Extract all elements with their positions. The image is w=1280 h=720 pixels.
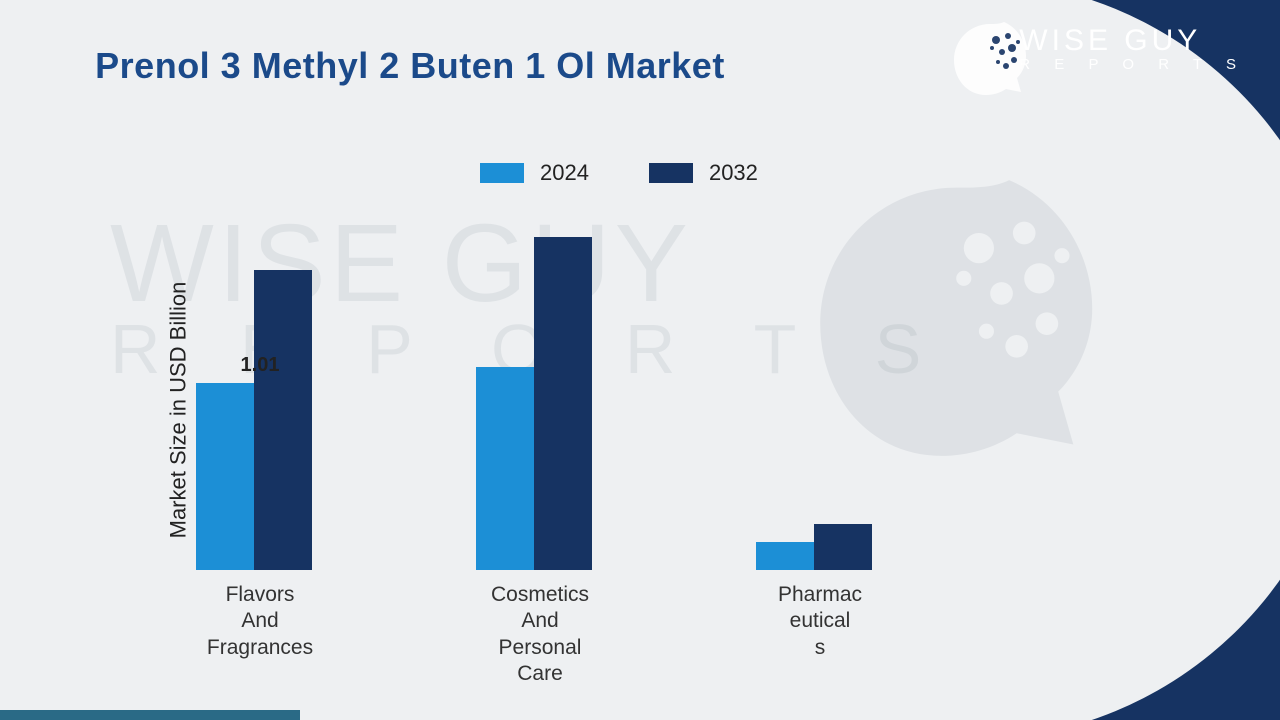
bar-chart: Market Size in USD Billion 2024 2032 1.0… (60, 150, 960, 670)
bar-value-label: 1.01 (170, 354, 350, 377)
brand-logo: WISE GUY R E P O R T S (1019, 24, 1246, 73)
chart-title: Prenol 3 Methyl 2 Buten 1 Ol Market (0, 45, 820, 87)
legend-label-2032: 2032 (709, 160, 758, 186)
x-axis-label: Pharmaceuticals (730, 582, 910, 661)
brand-head-icon (952, 18, 1030, 108)
bottom-accent-bar (0, 710, 300, 720)
legend-item-2024: 2024 (480, 160, 589, 186)
bar-2032 (814, 524, 872, 570)
legend-item-2032: 2032 (649, 160, 758, 186)
bar-2024 (196, 383, 254, 570)
brand-line1: WISE GUY (1019, 24, 1246, 58)
report-slide: Prenol 3 Methyl 2 Buten 1 Ol Market WISE… (0, 0, 1280, 720)
x-axis-label: FlavorsAndFragrances (170, 582, 350, 661)
legend-label-2024: 2024 (540, 160, 589, 186)
bar-2024 (756, 542, 814, 570)
x-axis-label: CosmeticsAndPersonalCare (450, 582, 630, 687)
bar-2024 (476, 367, 534, 571)
legend-swatch-2032 (649, 163, 693, 183)
brand-line2: R E P O R T S (1019, 56, 1246, 73)
legend-swatch-2024 (480, 163, 524, 183)
bar-2032 (534, 237, 592, 570)
plot-area: 1.01FlavorsAndFragrancesCosmeticsAndPers… (170, 200, 950, 570)
bar-2032 (254, 270, 312, 570)
legend: 2024 2032 (480, 160, 758, 186)
